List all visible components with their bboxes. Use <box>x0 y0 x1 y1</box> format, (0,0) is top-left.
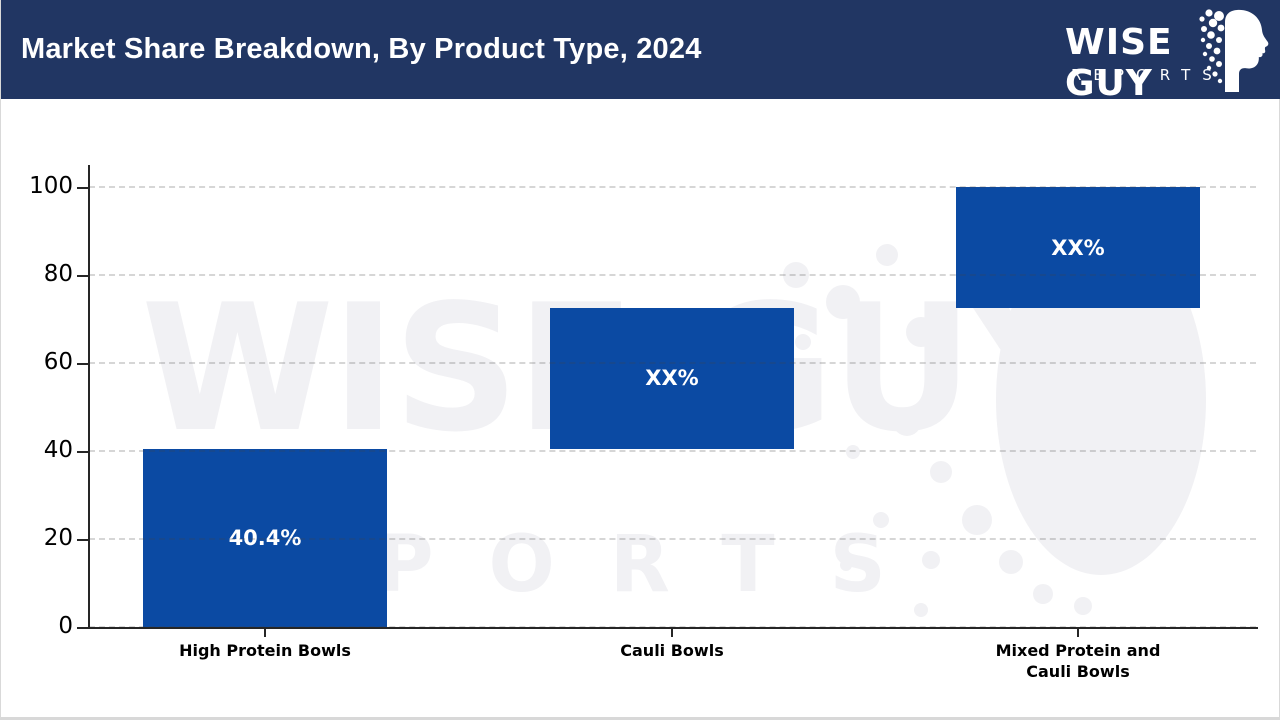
y-tick-label-60: 60 <box>43 349 73 375</box>
gridline-60 <box>89 362 1256 364</box>
chart-plot-area: 40.4% XX% XX% 0 20 40 60 80 100 High Protein Bowl… <box>1 99 1280 717</box>
y-tick-label-40: 40 <box>43 437 73 463</box>
y-tick-label-20: 20 <box>43 525 73 551</box>
logo-wordmark: WISE GUY <box>1065 22 1173 104</box>
bar-high-protein-bowls: 40.4% <box>143 449 387 627</box>
x-axis-line <box>88 627 1258 629</box>
y-tick-40 <box>77 451 88 453</box>
x-category-label-line: Cauli Bowls <box>620 641 724 660</box>
wiseguy-head-icon <box>1199 9 1269 92</box>
y-axis-line <box>88 165 90 629</box>
logo-subtitle: REPORTS <box>1071 66 1224 84</box>
header-bar: Market Share Breakdown, By Product Type,… <box>1 0 1280 104</box>
y-tick-20 <box>77 539 88 541</box>
bar-value-label: XX% <box>1051 235 1105 260</box>
y-tick-100 <box>77 187 88 189</box>
bar-value-label: XX% <box>645 366 699 391</box>
y-tick-80 <box>77 275 88 277</box>
gridline-40 <box>89 450 1256 452</box>
y-tick-60 <box>77 363 88 365</box>
x-category-label-line: Cauli Bowls <box>1026 662 1130 681</box>
x-category-label-mixed-protein-and-cauli-bowls: Mixed Protein and Cauli Bowls <box>928 640 1228 682</box>
bar-value-label: 40.4% <box>228 526 302 551</box>
y-tick-label-80: 80 <box>43 261 73 287</box>
wiseguy-logo: WISE GUY REPORTS <box>1013 4 1273 104</box>
x-category-label-high-protein-bowls: High Protein Bowls <box>115 640 415 661</box>
x-category-label-line: High Protein Bowls <box>179 641 351 660</box>
gridline-20 <box>89 538 1256 540</box>
x-tick-cauli-bowls <box>671 629 673 637</box>
x-category-label-line: Mixed Protein and <box>995 641 1161 660</box>
x-tick-mixed-protein-and-cauli-bowls <box>1077 629 1079 637</box>
x-category-label-cauli-bowls: Cauli Bowls <box>522 640 822 661</box>
bar-cauli-bowls: XX% <box>550 308 794 449</box>
y-tick-label-100: 100 <box>29 173 73 199</box>
x-tick-high-protein-bowls <box>264 629 266 637</box>
y-tick-0 <box>77 627 88 629</box>
gridline-80 <box>89 274 1256 276</box>
y-tick-label-0: 0 <box>58 613 73 639</box>
gridline-100 <box>89 186 1256 188</box>
page-title: Market Share Breakdown, By Product Type,… <box>21 33 702 65</box>
bar-mixed-protein-and-cauli-bowls: XX% <box>956 187 1200 308</box>
